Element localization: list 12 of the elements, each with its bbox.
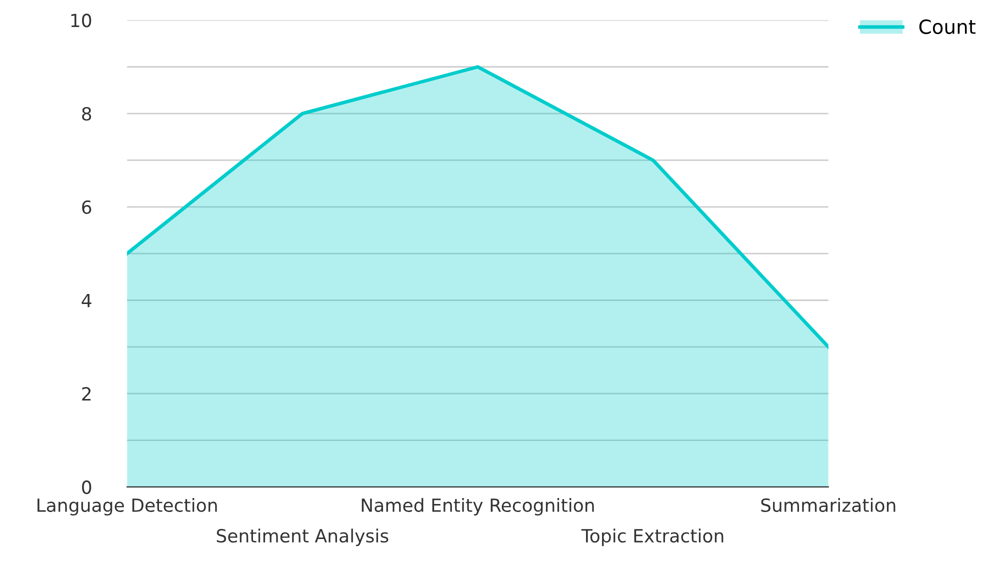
x-tick-label: Summarization — [761, 498, 896, 512]
x-tick-label: Language Detection — [38, 498, 217, 516]
y-tick-label: 6 — [82, 200, 92, 214]
x-tick-label: Named Entity Recognition — [362, 498, 594, 516]
y-tick-label: 0 — [82, 480, 92, 494]
x-tick-label: Topic Extraction — [581, 528, 724, 546]
legend-label: Count — [919, 19, 976, 34]
y-tick-label: 10 — [71, 14, 92, 28]
y-tick-label: 4 — [82, 294, 92, 308]
y-tick-label: 2 — [82, 387, 91, 400]
y-tick-label: 8 — [82, 107, 92, 121]
x-tick-label: Sentiment Analysis — [216, 528, 388, 546]
